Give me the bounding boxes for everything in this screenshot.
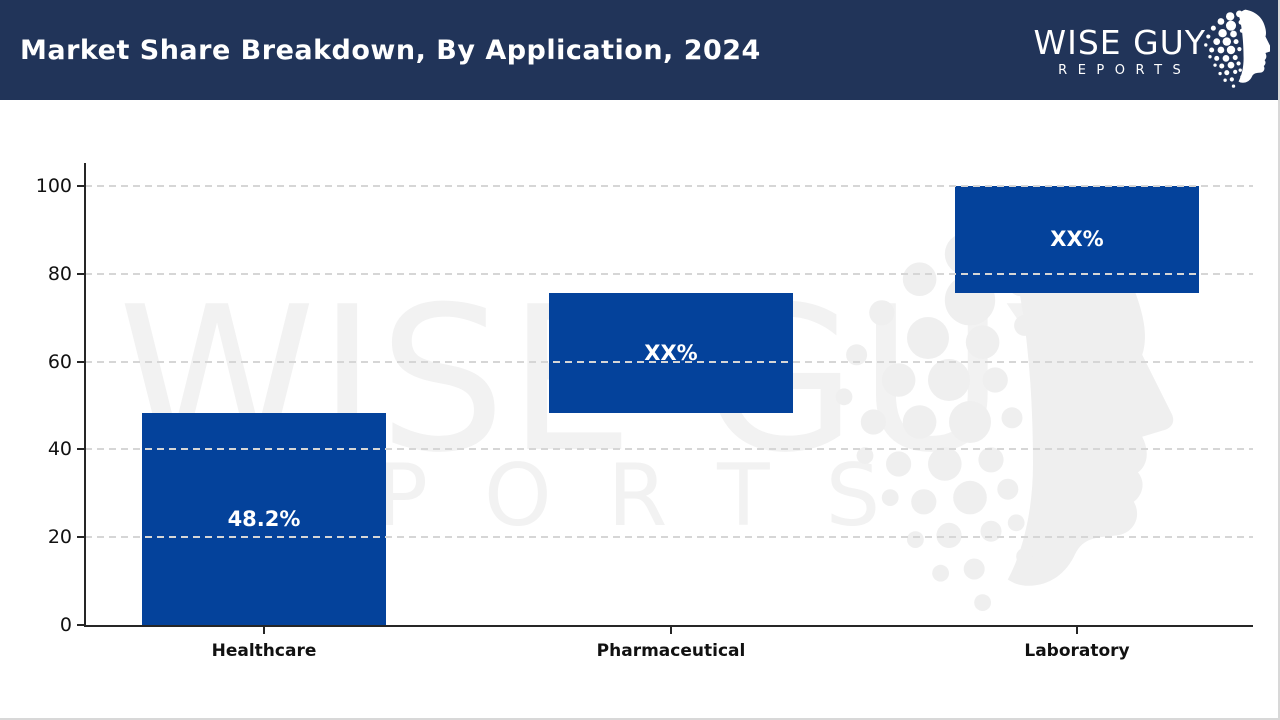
y-tick-label: 20 — [47, 526, 72, 549]
y-tick-label: 40 — [47, 438, 72, 461]
x-tick — [1076, 627, 1078, 634]
y-tick — [77, 448, 85, 451]
y-tick — [77, 624, 85, 626]
wiseguy-logo: WISE GUY REPORTS — [1033, 8, 1270, 92]
gridline-60 — [85, 360, 1253, 363]
y-tick-label: 100 — [35, 175, 72, 197]
gridline-20 — [85, 536, 1253, 539]
y-tick — [77, 272, 85, 275]
y-tick-label: 0 — [59, 614, 72, 636]
header: Market Share Breakdown, By Application, … — [0, 0, 1278, 100]
y-tick — [77, 185, 85, 187]
gridline-40 — [85, 448, 1253, 451]
logo-wordmark: WISE GUY — [1033, 22, 1206, 62]
x-axis-line — [84, 625, 1253, 627]
y-tick-label: 80 — [47, 262, 72, 285]
bar-pharmaceutical — [549, 292, 793, 414]
gridline-80 — [85, 272, 1253, 275]
logo-text: WISE GUY REPORTS — [1033, 23, 1206, 78]
x-tick — [263, 627, 265, 634]
category-label: Healthcare — [211, 641, 317, 661]
category-label: Laboratory — [1024, 641, 1130, 661]
bar-value-label: XX% — [644, 341, 698, 366]
bar-value-label: XX% — [1050, 227, 1104, 252]
category-label: Pharmaceutical — [596, 641, 746, 661]
y-tick-label: 60 — [47, 350, 72, 373]
y-tick — [77, 360, 85, 363]
wiseguy-face-icon — [1204, 9, 1270, 88]
y-axis-line — [84, 163, 86, 627]
x-tick — [670, 627, 672, 634]
page-title: Market Share Breakdown, By Application, … — [20, 34, 761, 66]
logo-subtitle: REPORTS — [1058, 62, 1192, 78]
y-tick — [77, 536, 85, 539]
gridline-100 — [85, 185, 1253, 187]
bar-value-label: 48.2% — [227, 507, 301, 532]
